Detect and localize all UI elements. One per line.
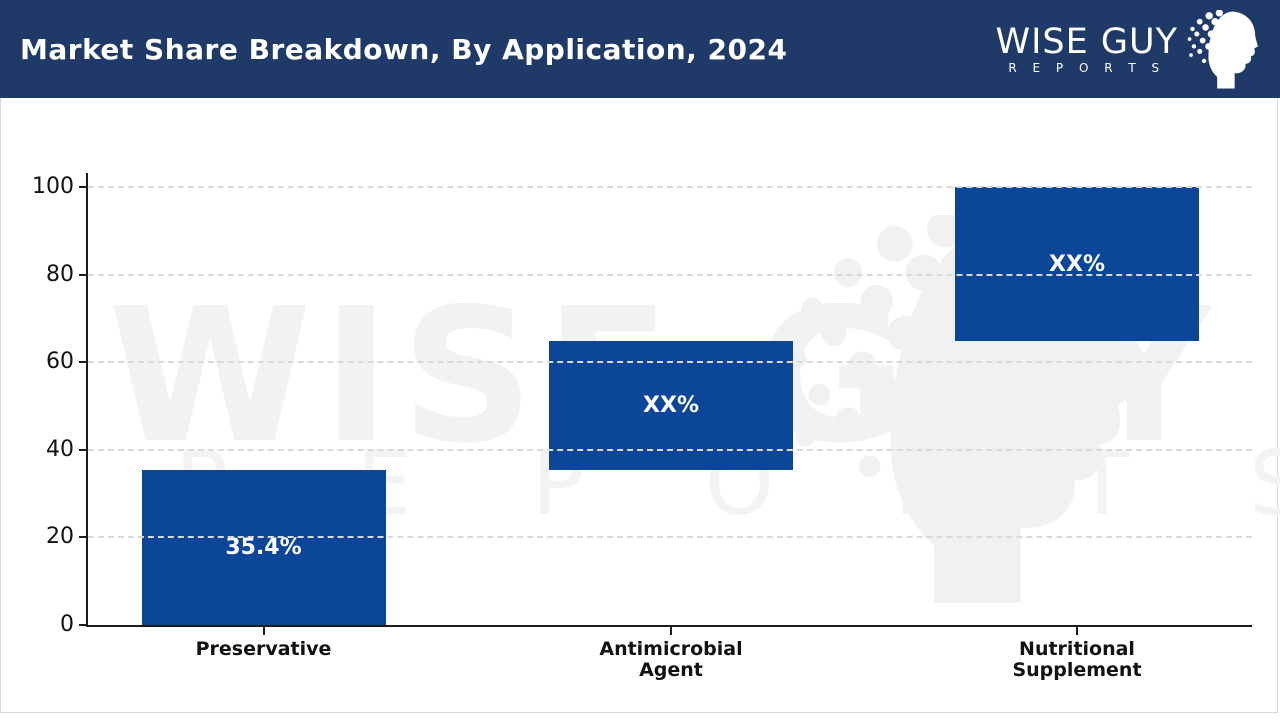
x-category-label-0: Preservative: [195, 638, 332, 660]
bar-preservative: 35.4%: [141, 469, 386, 625]
y-tick-mark-60: [79, 361, 87, 364]
y-tick-mark-80: [79, 273, 87, 276]
x-axis-line: [86, 625, 1252, 627]
x-tick-mark-0: [262, 627, 265, 635]
face-profile-dots-icon: [1187, 10, 1258, 89]
y-tick-label-100: 100: [32, 174, 74, 199]
gridline-60: [88, 361, 1252, 364]
gridline-100: [88, 186, 1252, 188]
bar-value-label: XX%: [643, 393, 699, 419]
gridline-20: [88, 536, 1252, 539]
gridline-40: [88, 448, 1252, 451]
y-tick-label-20: 20: [46, 524, 74, 550]
y-tick-label-0: 0: [60, 612, 74, 637]
y-tick-mark-100: [79, 186, 87, 188]
bar-value-label: 35.4%: [225, 534, 302, 560]
logo-brand-name: WISE GUY: [995, 22, 1178, 62]
y-tick-mark-0: [79, 624, 87, 626]
logo-text: WISE GUY R E P O R T S: [995, 24, 1178, 76]
y-tick-label-40: 40: [46, 436, 74, 462]
x-category-label-2: Nutritional Supplement: [1012, 638, 1142, 681]
gridline-80: [88, 273, 1252, 276]
x-category-label-1: Antimicrobial Agent: [599, 638, 743, 681]
logo-brand-subtitle: R E P O R T S: [1008, 61, 1166, 75]
bar-value-label: XX%: [1049, 251, 1105, 277]
x-tick-mark-2: [1076, 627, 1078, 635]
y-tick-mark-40: [79, 448, 87, 451]
y-tick-label-80: 80: [46, 261, 74, 287]
header-bar: Market Share Breakdown, By Application, …: [0, 0, 1280, 98]
x-tick-mark-1: [670, 627, 672, 635]
y-tick-mark-20: [79, 536, 87, 539]
chart-card: [0, 98, 1278, 713]
y-tick-label-60: 60: [46, 349, 74, 375]
chart-title: Market Share Breakdown, By Application, …: [20, 32, 788, 66]
y-axis-line: [86, 173, 88, 627]
wise-guy-reports-logo: WISE GUY R E P O R T S: [995, 6, 1266, 92]
bar-nutritional-supplement: XX%: [955, 187, 1199, 342]
